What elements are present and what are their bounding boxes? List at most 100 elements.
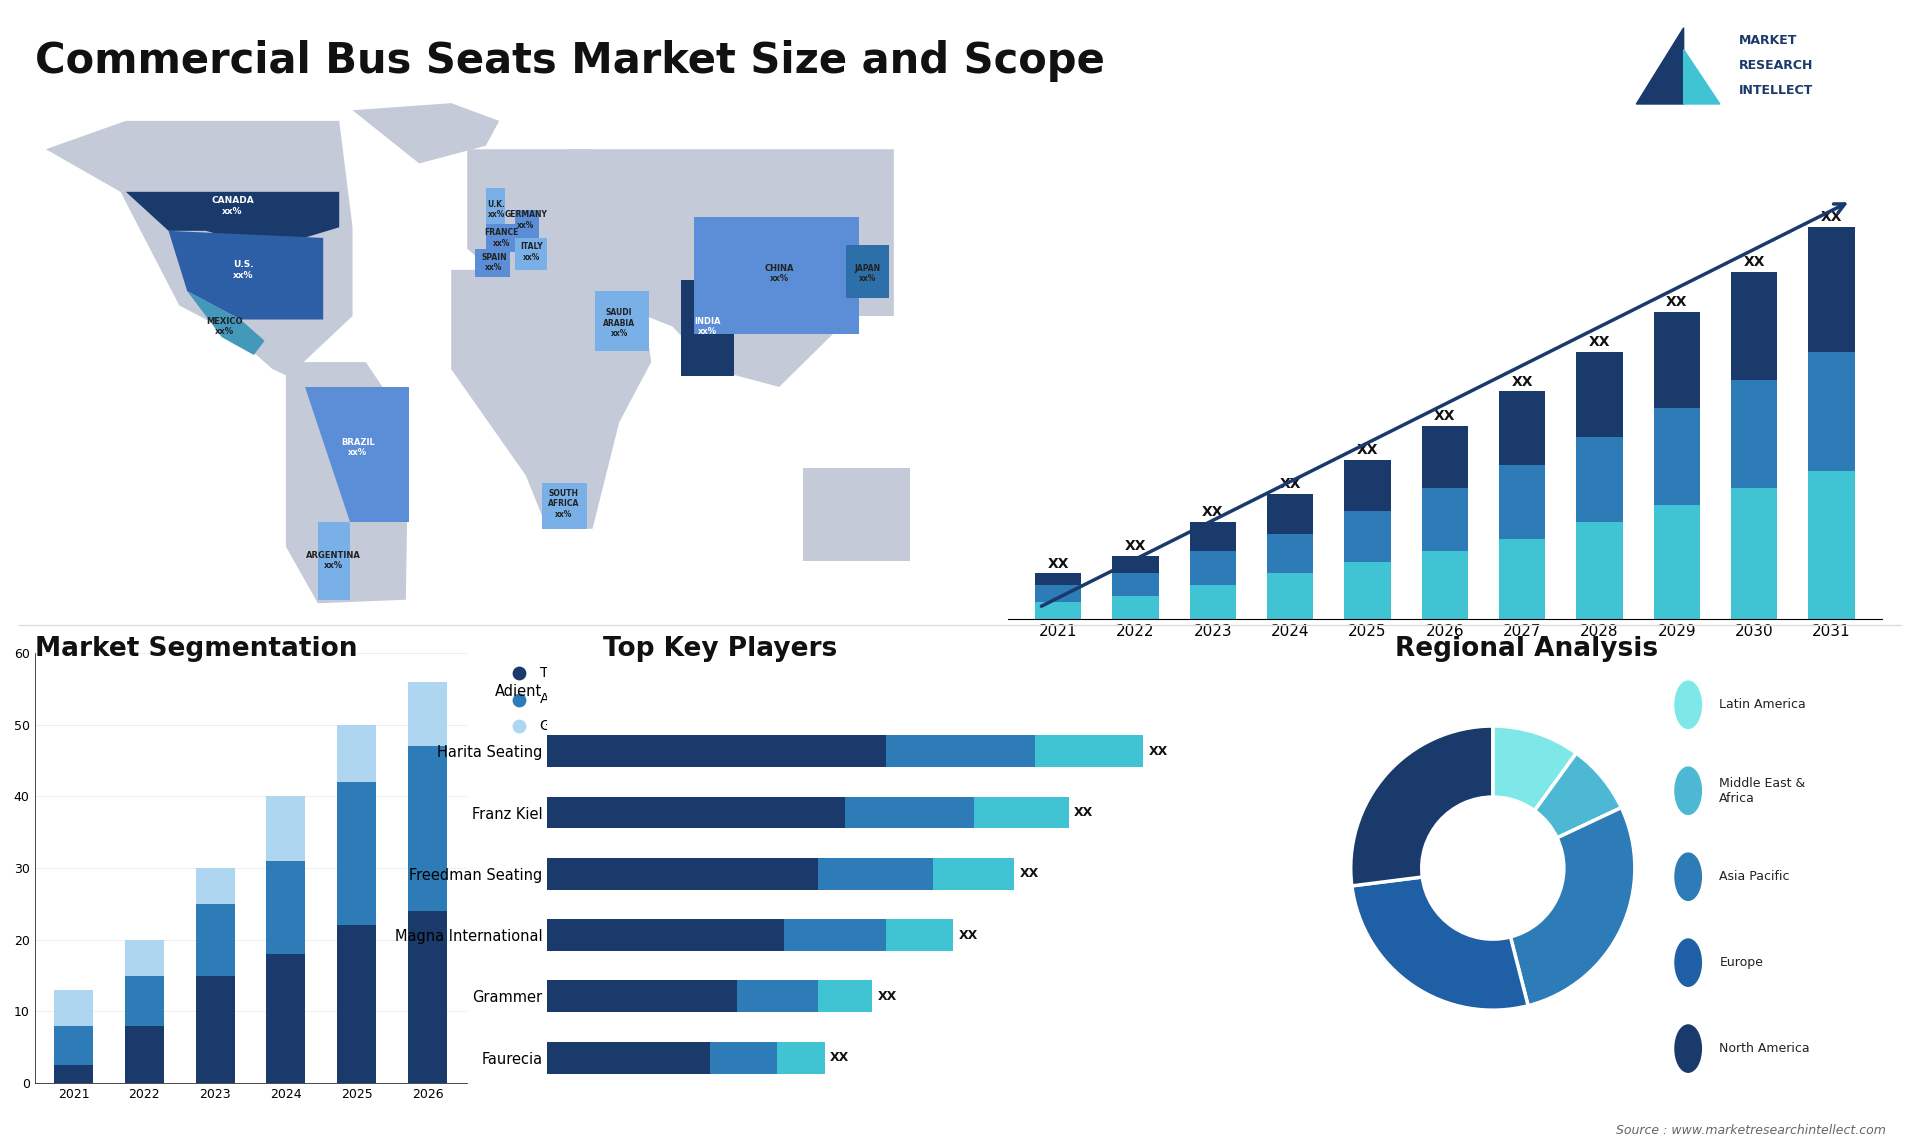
- Bar: [1730, 488, 1778, 619]
- Text: North America: North America: [1720, 1042, 1811, 1055]
- Text: XX: XX: [1511, 375, 1532, 388]
- Text: ITALY
xx%: ITALY xx%: [520, 243, 543, 261]
- Text: INDIA
xx%: INDIA xx%: [693, 317, 720, 336]
- Bar: [338, 724, 376, 782]
- Bar: [1421, 550, 1469, 619]
- Polygon shape: [186, 291, 265, 355]
- Bar: [267, 796, 305, 861]
- Legend: Type, Application, Geography: Type, Application, Geography: [499, 660, 624, 738]
- Text: JAPAN
xx%: JAPAN xx%: [854, 264, 879, 283]
- Bar: [1112, 573, 1160, 596]
- Bar: [885, 736, 1035, 767]
- Text: CANADA
xx%: CANADA xx%: [211, 196, 253, 215]
- Polygon shape: [693, 217, 860, 333]
- Text: XX: XX: [1743, 256, 1764, 269]
- Wedge shape: [1511, 808, 1636, 1006]
- Bar: [1653, 312, 1699, 408]
- Bar: [1500, 540, 1546, 619]
- Text: GERMANY
xx%: GERMANY xx%: [505, 211, 547, 230]
- Wedge shape: [1352, 877, 1528, 1010]
- Text: XX: XX: [829, 1051, 849, 1065]
- Text: XX: XX: [1357, 442, 1379, 457]
- Text: SPAIN
xx%: SPAIN xx%: [482, 253, 507, 273]
- Bar: [783, 919, 885, 951]
- Bar: [1576, 437, 1622, 523]
- Bar: [196, 975, 234, 1083]
- Polygon shape: [515, 210, 540, 238]
- Bar: [1112, 596, 1160, 619]
- Text: XX: XX: [1588, 335, 1611, 348]
- Bar: [818, 981, 872, 1012]
- Bar: [1730, 380, 1778, 488]
- Bar: [1035, 736, 1142, 767]
- Bar: [1809, 227, 1855, 352]
- Text: BRAZIL
xx%: BRAZIL xx%: [342, 438, 374, 457]
- Bar: [547, 1042, 710, 1074]
- Bar: [1035, 584, 1081, 602]
- Bar: [338, 926, 376, 1083]
- Text: XX: XX: [958, 928, 977, 942]
- Circle shape: [1674, 767, 1701, 815]
- Circle shape: [1674, 853, 1701, 901]
- Bar: [54, 1065, 92, 1083]
- Polygon shape: [680, 281, 733, 376]
- Text: U.K.
xx%: U.K. xx%: [488, 199, 505, 219]
- Polygon shape: [46, 120, 353, 376]
- Text: Europe: Europe: [1720, 956, 1763, 970]
- Bar: [1576, 352, 1622, 437]
- Polygon shape: [451, 269, 651, 528]
- Polygon shape: [568, 149, 895, 387]
- Bar: [1500, 465, 1546, 540]
- Text: XX: XX: [877, 990, 897, 1003]
- Polygon shape: [856, 249, 877, 288]
- Text: Asia Pacific: Asia Pacific: [1720, 870, 1789, 884]
- Polygon shape: [541, 482, 588, 528]
- Bar: [818, 858, 933, 889]
- Polygon shape: [1636, 28, 1684, 104]
- Bar: [409, 746, 447, 911]
- Polygon shape: [127, 191, 340, 245]
- Bar: [125, 1026, 163, 1083]
- Bar: [1500, 392, 1546, 465]
- Bar: [547, 858, 818, 889]
- Text: MEXICO
xx%: MEXICO xx%: [205, 317, 242, 336]
- Text: Commercial Bus Seats Market Size and Scope: Commercial Bus Seats Market Size and Sco…: [35, 40, 1104, 83]
- Bar: [547, 919, 783, 951]
- Bar: [1190, 523, 1236, 550]
- Bar: [1730, 272, 1778, 380]
- Text: Top Key Players: Top Key Players: [603, 636, 837, 662]
- Text: FRANCE
xx%: FRANCE xx%: [484, 228, 518, 248]
- Bar: [710, 1042, 778, 1074]
- Polygon shape: [1684, 49, 1720, 104]
- Bar: [1421, 425, 1469, 488]
- Bar: [125, 940, 163, 975]
- Text: XX: XX: [1148, 745, 1167, 758]
- Text: INTELLECT: INTELLECT: [1740, 85, 1814, 97]
- Wedge shape: [1492, 727, 1576, 810]
- Bar: [338, 782, 376, 926]
- Text: XX: XX: [1202, 505, 1223, 519]
- Text: RESEARCH: RESEARCH: [1740, 60, 1814, 72]
- Polygon shape: [515, 238, 547, 269]
- Polygon shape: [169, 230, 323, 320]
- Polygon shape: [319, 521, 349, 599]
- Polygon shape: [305, 387, 409, 521]
- Bar: [1112, 556, 1160, 573]
- Text: CHINA
xx%: CHINA xx%: [764, 264, 795, 283]
- Bar: [1035, 573, 1081, 584]
- Bar: [409, 911, 447, 1083]
- Text: MARKET: MARKET: [1740, 34, 1797, 47]
- Bar: [1653, 408, 1699, 505]
- Polygon shape: [486, 223, 520, 252]
- Polygon shape: [803, 469, 910, 560]
- Bar: [1809, 352, 1855, 471]
- Text: XX: XX: [1667, 295, 1688, 309]
- Text: Regional Analysis: Regional Analysis: [1394, 636, 1659, 662]
- Bar: [1576, 523, 1622, 619]
- Text: XX: XX: [1073, 806, 1092, 819]
- Text: ARGENTINA
xx%: ARGENTINA xx%: [307, 551, 361, 571]
- Polygon shape: [476, 249, 511, 277]
- Bar: [1267, 573, 1313, 619]
- Bar: [737, 981, 818, 1012]
- Bar: [409, 682, 447, 746]
